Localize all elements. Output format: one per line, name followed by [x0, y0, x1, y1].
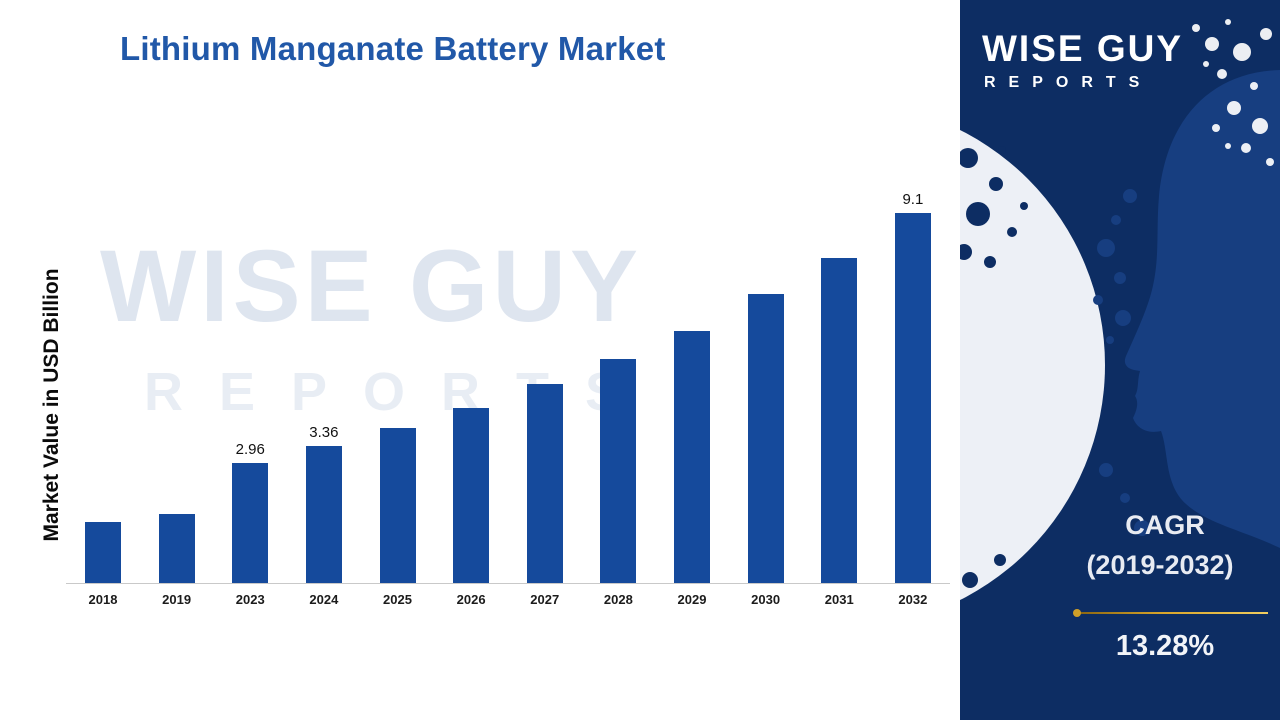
y-axis-label: Market Value in USD Billion: [40, 268, 63, 542]
bar-2026: [453, 408, 490, 583]
bar-group-2029: [661, 326, 723, 583]
x-tick-2025: 2025: [383, 592, 412, 607]
bar-2029: [674, 331, 710, 583]
bar-2027: [526, 384, 563, 583]
x-axis-line: [66, 583, 950, 584]
divider-dot-icon: [1073, 609, 1081, 617]
x-tick-2028: 2028: [603, 592, 633, 607]
bar-group-2027: [514, 379, 576, 583]
bar-group-2019: [146, 509, 208, 583]
years-row: 2018 2019 2023 2024 2025 2026 2027 2028 2029 2030…: [72, 592, 944, 607]
x-tick-2026: 2026: [456, 592, 486, 607]
cagr-divider: [1073, 609, 1268, 617]
bar-2031: [821, 258, 858, 583]
cagr-range: (2019-2032): [1086, 550, 1234, 580]
bar-group-2024: 3.36: [293, 424, 355, 583]
x-tick-2032: 2032: [898, 592, 928, 607]
bar-group-2018: [72, 517, 134, 583]
x-tick-2018: 2018: [88, 592, 118, 607]
brand-panel: WISE GUY REPORTS CAGR (2019-2032) 13.28%: [960, 0, 1280, 720]
bar-value-label: 9.1: [902, 191, 924, 208]
bar-value-label: 3.36: [309, 424, 339, 441]
cagr-heading: CAGR: [1125, 510, 1205, 540]
x-tick-2029: 2029: [677, 592, 707, 607]
x-tick-2019: 2019: [162, 592, 192, 607]
cagr-value: 13.28%: [1115, 630, 1215, 662]
bar-2019: [158, 514, 195, 583]
bar-2032: [894, 213, 931, 583]
x-tick-2027: 2027: [530, 592, 560, 607]
x-tick-2031: 2031: [824, 592, 854, 607]
bar-group-2023: 2.96: [219, 441, 281, 583]
bar-group-2026: [440, 403, 502, 583]
bar-group-2025: [367, 423, 429, 583]
chart-title: Lithium Manganate Battery Market: [120, 30, 666, 67]
bar-group-2028: [587, 354, 649, 583]
bar-value-label: 2.96: [235, 441, 265, 458]
bar-group-2032: 9.1: [882, 191, 944, 583]
logo-subtext: REPORTS: [984, 74, 1153, 91]
bar-2030: [747, 294, 784, 583]
bar-group-2030: [735, 289, 797, 583]
bar-2028: [600, 359, 637, 583]
logo-wordmark: WISE GUY: [982, 28, 1184, 69]
wiseguy-logo: WISE GUY REPORTS: [982, 28, 1183, 92]
bar-group-2031: [808, 253, 870, 583]
bar-2018: [85, 522, 121, 583]
bars-row: 2.96 3.36 9.1: [72, 123, 944, 583]
x-tick-2024: 2024: [309, 592, 339, 607]
bar-2025: [379, 428, 416, 583]
x-tick-2030: 2030: [751, 592, 781, 607]
bar-2024: [305, 446, 342, 583]
face-profile-graphic: [960, 19, 1280, 588]
bar-2023: [232, 463, 269, 583]
x-tick-2023: 2023: [235, 592, 265, 607]
